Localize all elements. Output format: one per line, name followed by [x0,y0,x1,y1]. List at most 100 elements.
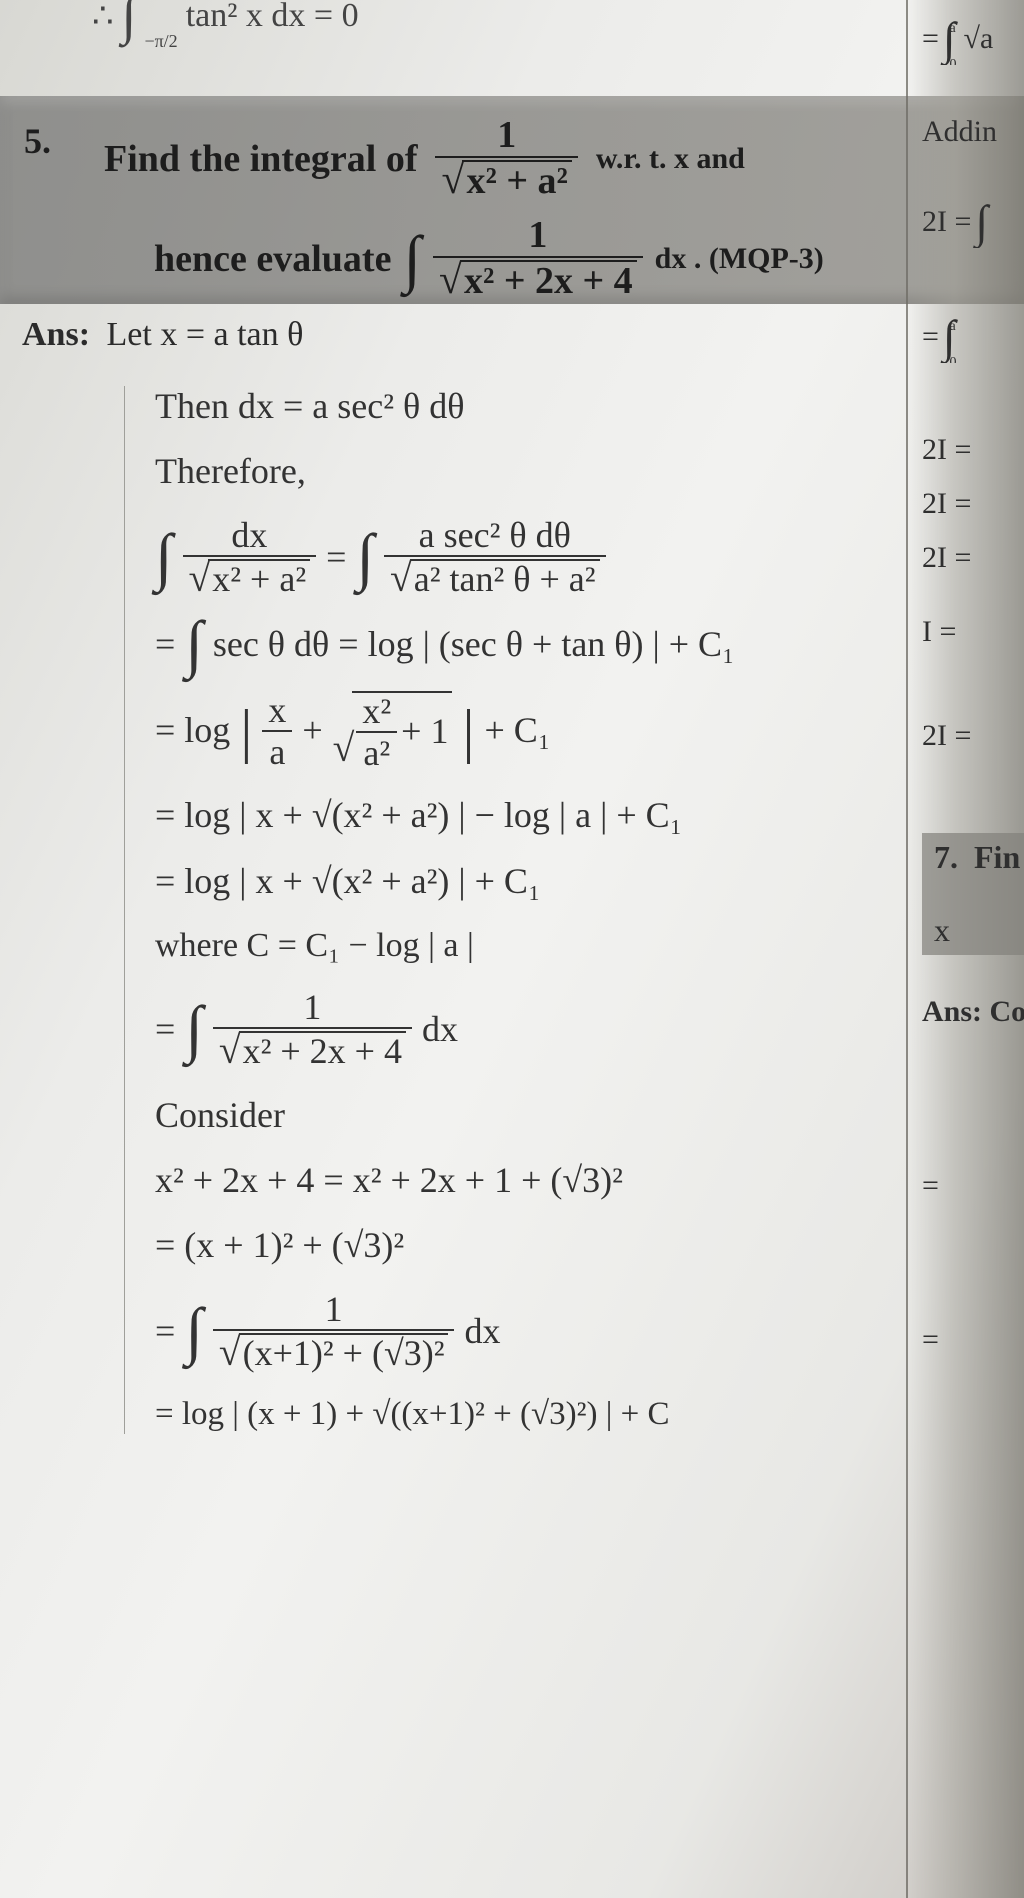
txt: 2I = [922,205,971,239]
step-9: = log | (x + 1) + √((x+1)² + (√3)²) | + … [155,1396,884,1434]
right-page-strip: = ∫ a 0 √a Addin 2I = ∫ = ∫ a 0 2I = 2I … [906,0,1024,1898]
then-line: Then dx = a sec² θ dθ [155,386,884,427]
r-ans-co: Ans: Co [922,995,1024,1029]
integral-symbol: ∫ [185,622,203,667]
q7-text: Fin [974,839,1020,875]
plus1: + 1 [401,711,448,752]
r-int-2: = ∫ a 0 [922,310,1024,363]
integral-lower-limit: −π/2 [144,31,177,52]
r-2I-3: 2I = [922,487,1024,521]
q7-sub: x [934,912,1024,949]
ans-let: Let x = a tan θ [107,316,304,353]
q-frac2-num: 1 [522,216,553,256]
answer-label: Ans: Let x = a tan θ [22,316,303,354]
step2-text: sec θ dθ = log | (sec θ + tan θ) | + C₁ [213,624,735,665]
integral-symbol: ∫ [403,237,421,282]
question-line-1: Find the integral of 1 x² + a² w.r. t. x… [104,116,1004,202]
q-lead-1: Find the integral of [104,137,417,181]
frac-x2a2: x² a² [356,693,397,771]
num: a sec² θ dθ [413,517,577,555]
num: 1 [319,1291,349,1329]
integral-symbol: ∫ [185,1007,203,1052]
sqrt: x² + a² [441,160,571,202]
rad: √a [964,22,994,56]
equals: = [155,1009,175,1050]
therefore-symbol: ∴ [92,0,114,36]
step-7b: = (x + 1)² + (√3)² [155,1225,884,1266]
step-8: = ∫ 1 (x+1)² + (√3)² dx [155,1291,884,1373]
r-adding: Addin [922,115,1024,149]
ans-label-text: Ans: [22,316,90,353]
equals: = [155,624,175,665]
q-frac1-num: 1 [491,116,522,156]
lower: 0 [950,355,957,364]
num: 1 [297,989,327,1027]
step-4: = log | x + √(x² + a²) | − log | a | + C… [155,795,884,836]
equals: = [155,1311,175,1352]
den: x² + 2x + 4 [239,1031,406,1071]
sqrt: x² + 2x + 4 [439,260,637,302]
equals: = [326,537,346,578]
den: (x+1)² + (√3)² [239,1333,449,1373]
step-6: = ∫ 1 x² + 2x + 4 dx [155,989,884,1071]
frac-rhs: a sec² θ dθ a² tan² θ + a² [384,517,606,599]
abs-close: | [462,697,474,766]
step-2: = ∫ sec θ dθ = log | (sec θ + tan θ) | +… [155,622,884,667]
top-fragment: ∴ ∫ −π/2 tan² x dx = 0 [92,0,359,37]
plus: + [302,710,322,751]
question-line-2: hence evaluate ∫ 1 x² + 2x + 4 dx . (MQP… [154,216,1014,302]
den: a [263,732,291,770]
equals: = [922,22,939,56]
q-frac1-den: x² + a² [462,160,571,202]
question-7-banner: 7. Fin x [922,833,1024,955]
r-eq-1: = [922,1169,1024,1203]
den: a² tan² θ + a² [410,559,600,599]
sqrt: x² a² + 1 [333,691,453,771]
where-line: where C = C₁ − log | a | [155,926,884,965]
r-eq-2: = [922,1323,1024,1357]
q-frac2-den: x² + 2x + 4 [460,260,637,302]
abs-open: | [240,697,252,766]
dx: dx [422,1009,458,1050]
r-2I-5: 2I = [922,719,1024,753]
r-2I-4: 2I = [922,541,1024,575]
upper: a [950,21,956,37]
den: a² [357,733,396,771]
top-integrand: tan² x dx = 0 [186,0,359,35]
solution-column: Then dx = a sec² θ dθ Therefore, ∫ dx x²… [124,386,884,1434]
frac: 1 (x+1)² + (√3)² [213,1291,455,1373]
q-tail-1: w.r. t. x and [596,142,745,176]
step-1: ∫ dx x² + a² = ∫ a sec² θ dθ a² tan² θ +… [155,517,884,599]
upper: a [950,319,956,335]
q7-num: 7. [934,839,958,875]
num: x² [356,693,397,731]
r-item-1: = ∫ a 0 √a [922,12,1024,65]
integral-symbol: ∫ [155,535,173,580]
step3-tail: + C₁ [485,710,551,751]
dx: dx [464,1311,500,1352]
integral-symbol: ∫ [356,535,374,580]
r-2I-1: 2I = ∫ [922,195,1024,248]
r-2I-2: 2I = [922,433,1024,467]
question-number: 5. [24,120,51,162]
r-I: I = [922,615,1024,649]
q-fraction-1: 1 x² + a² [435,116,577,202]
q-fraction-2: 1 x² + 2x + 4 [433,216,643,302]
consider-line: Consider [155,1095,884,1136]
textbook-page: ∴ ∫ −π/2 tan² x dx = 0 5. Find the integ… [0,0,1024,1898]
num: dx [225,517,273,555]
den: x² + a² [208,559,310,599]
q-tail-2: dx . (MQP-3) [655,242,824,276]
therefore-line: Therefore, [155,451,884,492]
frac-lhs: dx x² + a² [183,517,317,599]
frac: 1 x² + 2x + 4 [213,989,412,1071]
step3-pre: = log [155,710,230,751]
equals: = [922,320,939,354]
question-banner: 5. Find the integral of 1 x² + a² w.r. t… [0,96,1024,304]
step-5: = log | x + √(x² + a²) | + C₁ [155,861,884,902]
step-7a: x² + 2x + 4 = x² + 2x + 1 + (√3)² [155,1160,884,1201]
num: x [262,692,292,730]
lower: 0 [950,57,957,66]
integral-symbol: ∫ [122,0,137,37]
frac-xa: x a [262,692,292,770]
